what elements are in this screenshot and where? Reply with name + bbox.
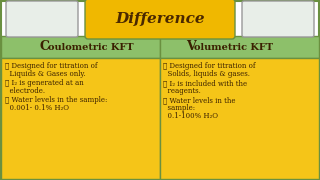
Text: ➤ Designed for titration of: ➤ Designed for titration of	[5, 62, 98, 70]
Text: ➤ I₂ is included with the: ➤ I₂ is included with the	[163, 79, 247, 87]
Text: oulometric KFT: oulometric KFT	[48, 42, 134, 51]
Text: 0.001- 0.1% H₂O: 0.001- 0.1% H₂O	[5, 104, 69, 112]
FancyBboxPatch shape	[160, 36, 319, 58]
FancyBboxPatch shape	[160, 58, 319, 179]
Text: ➤ Water levels in the: ➤ Water levels in the	[163, 96, 236, 104]
Text: V: V	[186, 40, 196, 53]
Text: ➤ Designed for titration of: ➤ Designed for titration of	[163, 62, 255, 70]
Text: 0.1-100% H₂O: 0.1-100% H₂O	[163, 112, 218, 120]
Text: ➤ Water levels in the sample:: ➤ Water levels in the sample:	[5, 96, 108, 104]
FancyBboxPatch shape	[1, 36, 160, 58]
Text: electrode.: electrode.	[5, 87, 45, 95]
Text: C: C	[40, 40, 50, 53]
FancyBboxPatch shape	[242, 1, 314, 37]
Text: sample:: sample:	[163, 104, 195, 112]
Text: reagents.: reagents.	[163, 87, 201, 95]
FancyBboxPatch shape	[6, 1, 78, 37]
Text: olumetric KFT: olumetric KFT	[194, 42, 273, 51]
Text: Liquids & Gases only.: Liquids & Gases only.	[5, 70, 86, 78]
FancyBboxPatch shape	[85, 0, 235, 39]
Text: Difference: Difference	[115, 12, 205, 26]
Text: ➤ I₂ is generated at an: ➤ I₂ is generated at an	[5, 79, 84, 87]
Text: Solids, liquids & gases.: Solids, liquids & gases.	[163, 70, 250, 78]
FancyBboxPatch shape	[1, 58, 160, 179]
